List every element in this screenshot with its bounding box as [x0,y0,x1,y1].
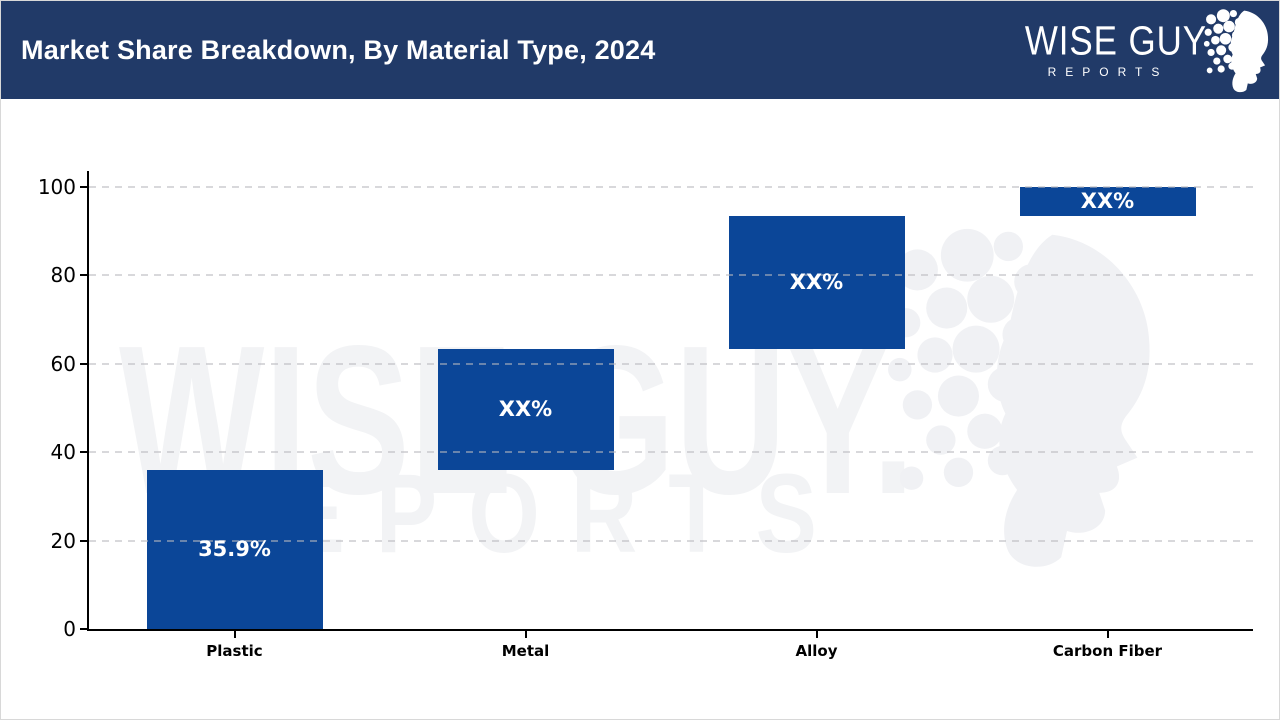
gridline-100 [89,186,1253,188]
x-tick [524,631,527,638]
x-tick [233,631,236,638]
face-watermark-icon [873,223,1173,575]
y-tick-60 [80,362,88,365]
header-bar: Market Share Breakdown, By Material Type… [1,1,1279,99]
bar-carbon-fiber [1019,187,1196,217]
bar-metal [437,349,614,471]
y-tick-label-60: 60 [50,351,76,376]
y-axis-line [87,171,89,631]
gridline-80 [89,274,1253,277]
y-tick-label-40: 40 [50,440,76,465]
x-category-label: Alloy [795,642,838,660]
wise-guy-reports-logo: WISE GUY REPORTS [1025,5,1273,95]
face-logo-icon [1201,7,1273,95]
bar-value-label: XX% [498,396,553,421]
y-tick-label-20: 20 [50,528,76,553]
y-tick-0 [80,628,88,630]
gridline-20 [89,539,1253,542]
y-tick-40 [80,451,88,454]
x-category-label: Plastic [206,642,263,660]
x-tick [815,631,818,638]
x-axis-line [87,629,1253,631]
page-title: Market Share Breakdown, By Material Type… [21,34,656,65]
gridline-60 [89,362,1253,365]
x-category-label: Metal [501,642,550,660]
y-tick-100 [80,186,88,188]
gridline-40 [89,451,1253,454]
y-tick-80 [80,274,88,277]
bar-value-label: 35.9% [198,536,271,561]
y-tick-20 [80,539,88,542]
logo-reports-label: REPORTS [1047,65,1169,79]
bar-alloy [728,216,905,350]
logo-wiseguy-label: WISE GUY [1024,19,1207,65]
logo-text: WISE GUY REPORTS [1009,19,1207,79]
y-tick-label-100: 100 [37,175,76,199]
y-tick-label-0: 0 [63,617,76,641]
bar-value-label: XX% [789,269,844,294]
bar-value-label: XX% [1080,188,1135,213]
y-tick-label-80: 80 [50,263,76,288]
x-tick [1106,631,1109,638]
x-category-label: Carbon Fiber [1052,642,1163,660]
bar-plastic [146,470,323,629]
